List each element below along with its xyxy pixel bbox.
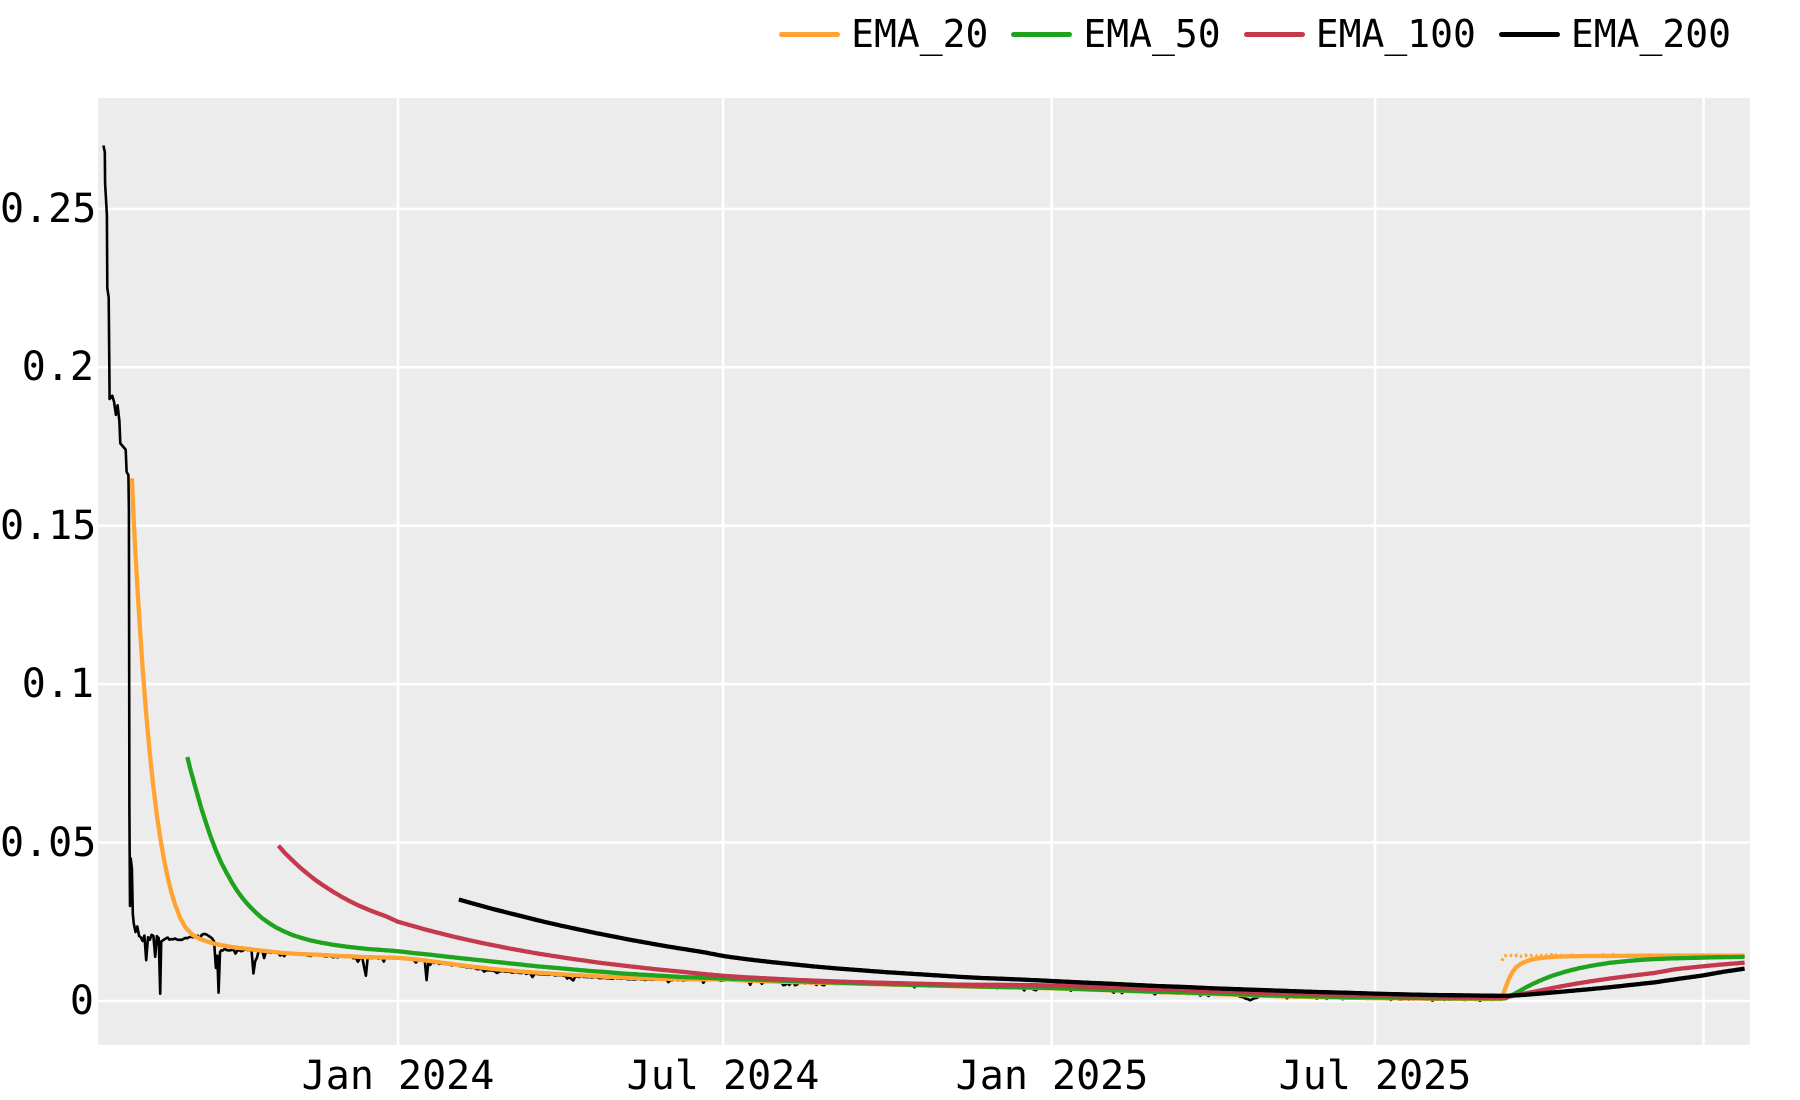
- chart-svg: [98, 98, 1750, 1045]
- y-tick-label: 0.15: [0, 503, 97, 549]
- legend-label-ema-100: EMA_100: [1315, 12, 1476, 56]
- x-tick-label: Jan 2025: [955, 1053, 1149, 1099]
- x-tick-label: Jul 2025: [1278, 1053, 1472, 1099]
- series-ema200: [458, 897, 1745, 999]
- x-tick-label: Jan 2024: [301, 1053, 495, 1099]
- legend-item-ema-200: EMA_200: [1498, 8, 1731, 60]
- legend-line-swatch-ema-100: [1243, 31, 1305, 37]
- y-tick-label: 0: [69, 978, 94, 1024]
- legend-line-swatch-ema-200: [1498, 31, 1560, 37]
- legend: EMA_20 EMA_50 EMA_100 EMA_200: [779, 8, 1731, 60]
- y-tick-label: 0.05: [0, 820, 97, 866]
- legend-line-swatch-ema-20: [779, 31, 841, 37]
- legend-label-ema-50: EMA_50: [1083, 12, 1221, 56]
- legend-item-ema-100: EMA_100: [1243, 8, 1476, 60]
- y-tick-label: 0.1: [21, 661, 94, 707]
- legend-label-ema-20: EMA_20: [851, 12, 989, 56]
- y-tick-label: 0.25: [0, 186, 97, 232]
- series-ema50: [185, 756, 1745, 1001]
- legend-label-ema-200: EMA_200: [1570, 12, 1731, 56]
- y-tick-label: 0.2: [21, 344, 94, 390]
- x-tick-label: Jul 2024: [626, 1053, 820, 1099]
- legend-item-ema-20: EMA_20: [779, 8, 988, 60]
- series-ema100: [276, 844, 1745, 1000]
- series-ema20: [129, 478, 1745, 1002]
- series-close: [102, 145, 1502, 1002]
- plot-area: [98, 98, 1750, 1045]
- legend-line-swatch-ema-50: [1011, 31, 1073, 37]
- legend-item-ema-50: EMA_50: [1011, 8, 1221, 60]
